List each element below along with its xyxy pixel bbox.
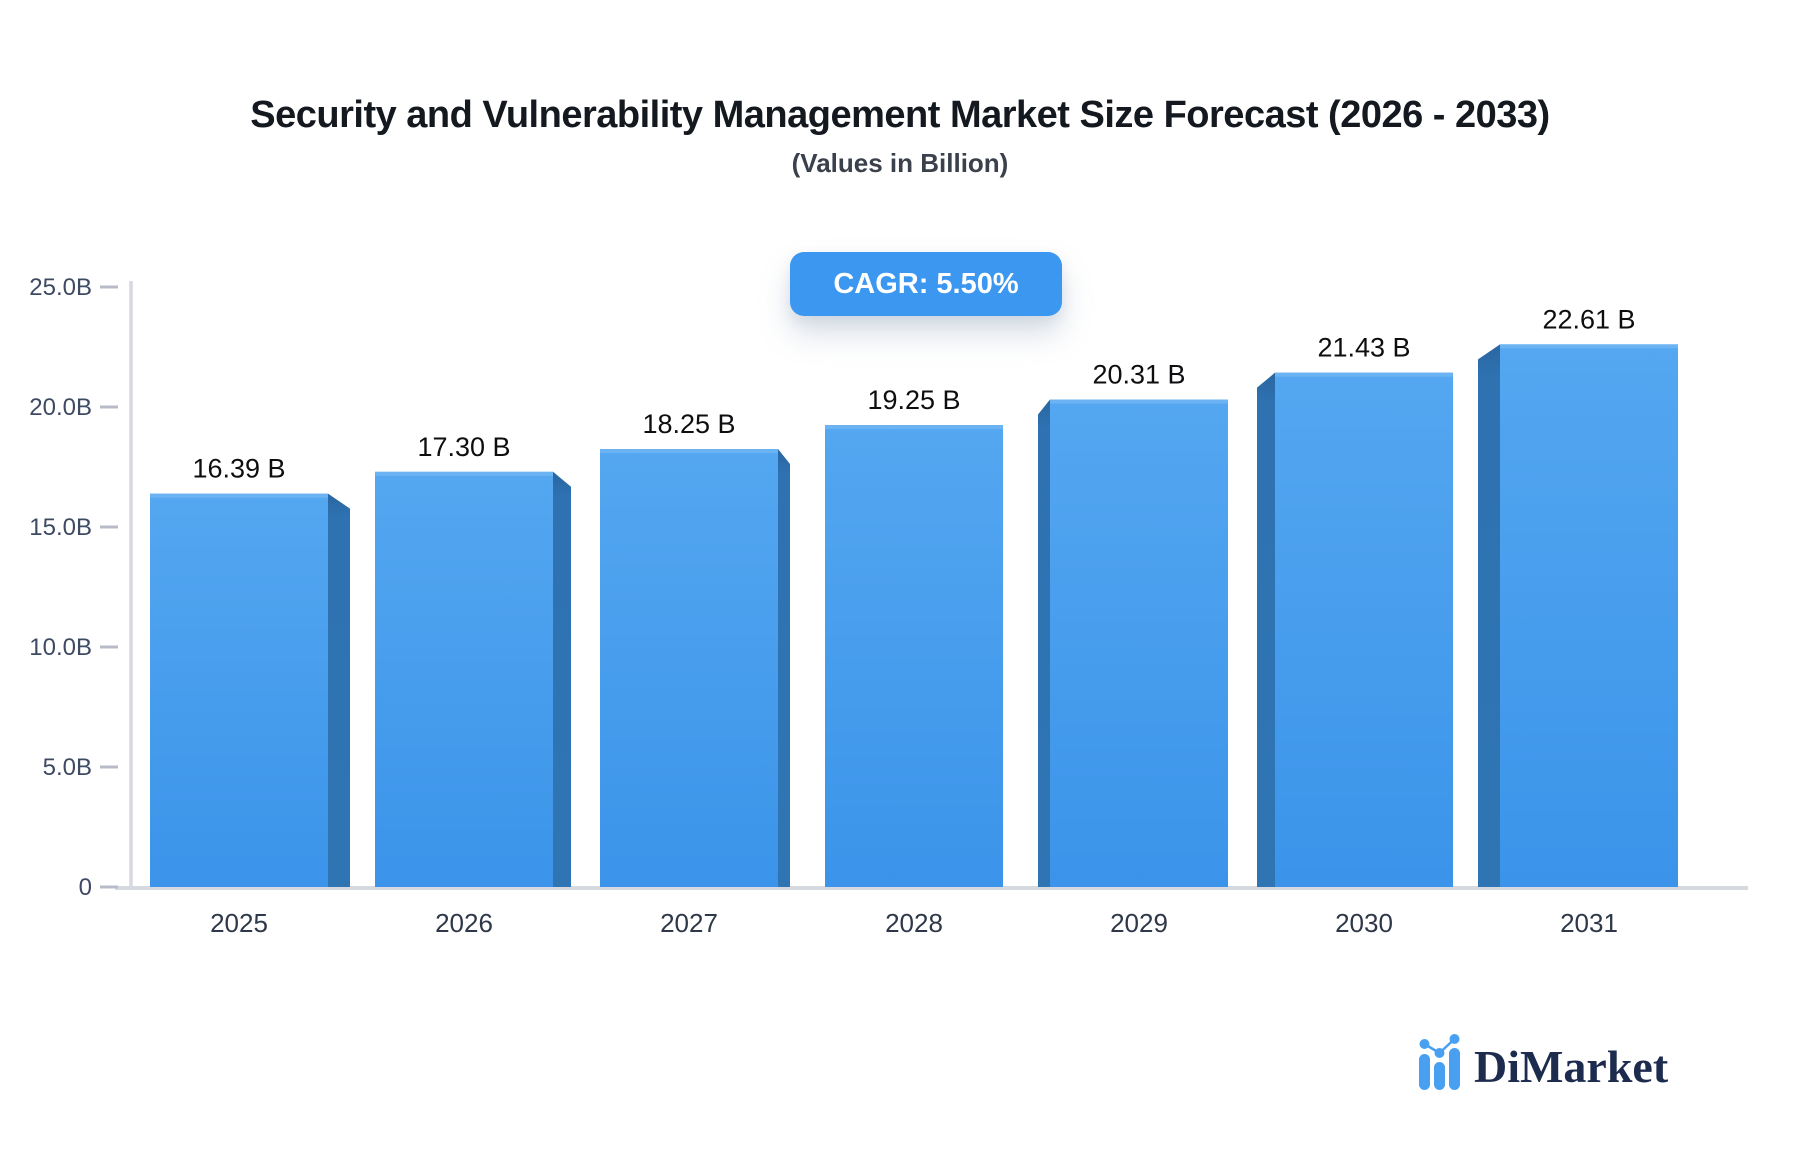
bar-value-label: 16.39 B [192, 454, 285, 484]
bar-chart-logo-icon [1419, 1034, 1460, 1090]
axes: 0 5.0B 10.0B 15.0B 20.0B 25.0B [29, 274, 1748, 901]
bar-value-label: 22.61 B [1542, 304, 1635, 334]
dimarket-logo: DiMarket [1418, 1034, 1668, 1090]
x-axis-label: 2025 [210, 908, 268, 938]
y-tick-label: 0 [79, 874, 92, 901]
y-tick-label: 15.0B [29, 514, 92, 541]
y-tick-label: 10.0B [29, 634, 92, 661]
bar-top-highlight [1050, 399, 1228, 404]
bar-top-highlight [600, 449, 778, 453]
bar-side-face [1038, 399, 1050, 887]
bar-value-label: 20.31 B [1092, 360, 1185, 390]
chart-title: Security and Vulnerability Management Ma… [250, 94, 1550, 136]
bar-front-face [1050, 399, 1228, 887]
bar-front-face [1500, 344, 1678, 887]
x-axis-label: 2028 [885, 908, 943, 938]
bar-2027[interactable]: 18.25 B 2027 [600, 409, 790, 938]
cagr-badge: CAGR: 5.50% [790, 252, 1062, 316]
bar-front-face [600, 449, 778, 887]
bar-top-highlight [1275, 372, 1453, 377]
bar-top-highlight [1500, 344, 1678, 349]
bar-front-face [1275, 372, 1453, 887]
bar-top-highlight [150, 493, 328, 498]
bar-value-label: 19.25 B [867, 385, 960, 415]
bar-value-label: 18.25 B [642, 409, 735, 439]
bar-side-face [778, 449, 790, 887]
bar-2029[interactable]: 20.31 B 2029 [1038, 360, 1228, 938]
bar-front-face [150, 493, 328, 887]
bar-side-face [1478, 344, 1500, 887]
bar-top-highlight [825, 425, 1003, 429]
x-axis-label: 2027 [660, 908, 718, 938]
x-axis-label: 2026 [435, 908, 493, 938]
bar-value-label: 17.30 B [417, 432, 510, 462]
logo-text: DiMarket [1474, 1041, 1669, 1092]
bar-2030[interactable]: 21.43 B 2030 [1257, 333, 1453, 938]
bar-top-highlight [375, 471, 553, 476]
bar-2031[interactable]: 22.61 B 2031 [1478, 304, 1678, 938]
bar-value-label: 21.43 B [1317, 333, 1410, 363]
bar-2028[interactable]: 19.25 B 2028 [825, 385, 1003, 938]
bar-side-face [1257, 372, 1275, 887]
x-axis-label: 2031 [1560, 908, 1618, 938]
y-tick-label: 5.0B [43, 754, 92, 781]
bar-2025[interactable]: 16.39 B 2025 [150, 454, 350, 938]
bar-2026[interactable]: 17.30 B 2026 [375, 432, 571, 938]
y-tick-label: 25.0B [29, 274, 92, 301]
bars: 16.39 B 2025 17.30 B 2026 18.25 B 2027 19.25 B… [150, 304, 1678, 938]
chart-subtitle: (Values in Billion) [791, 148, 1009, 178]
bar-front-face [375, 471, 553, 887]
bar-side-face [553, 471, 571, 887]
bar-front-face [825, 425, 1003, 887]
x-axis-label: 2029 [1110, 908, 1168, 938]
x-axis-label: 2030 [1335, 908, 1393, 938]
bar-side-face [328, 493, 350, 887]
y-tick-label: 20.0B [29, 394, 92, 421]
